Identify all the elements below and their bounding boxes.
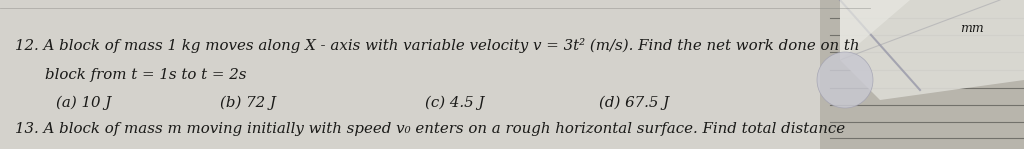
Text: (b) 72 J: (b) 72 J [220, 96, 276, 110]
Polygon shape [840, 0, 1024, 100]
Text: (a) 10 J: (a) 10 J [56, 96, 112, 110]
Text: (c) 4.5 J: (c) 4.5 J [425, 96, 484, 110]
Text: 13. A block of mass m moving initially with speed v₀ enters on a rough horizonta: 13. A block of mass m moving initially w… [15, 122, 845, 136]
FancyBboxPatch shape [0, 0, 870, 149]
Polygon shape [817, 52, 873, 108]
FancyBboxPatch shape [820, 0, 1024, 149]
Polygon shape [840, 0, 910, 60]
Text: 12. A block of mass 1 kg moves along X - axis with variable velocity v = 3t² (m/: 12. A block of mass 1 kg moves along X -… [15, 38, 859, 53]
Text: mm: mm [961, 22, 984, 35]
Text: (d) 67.5 J: (d) 67.5 J [599, 96, 669, 110]
Text: block from t = 1s to t = 2s: block from t = 1s to t = 2s [45, 68, 247, 82]
